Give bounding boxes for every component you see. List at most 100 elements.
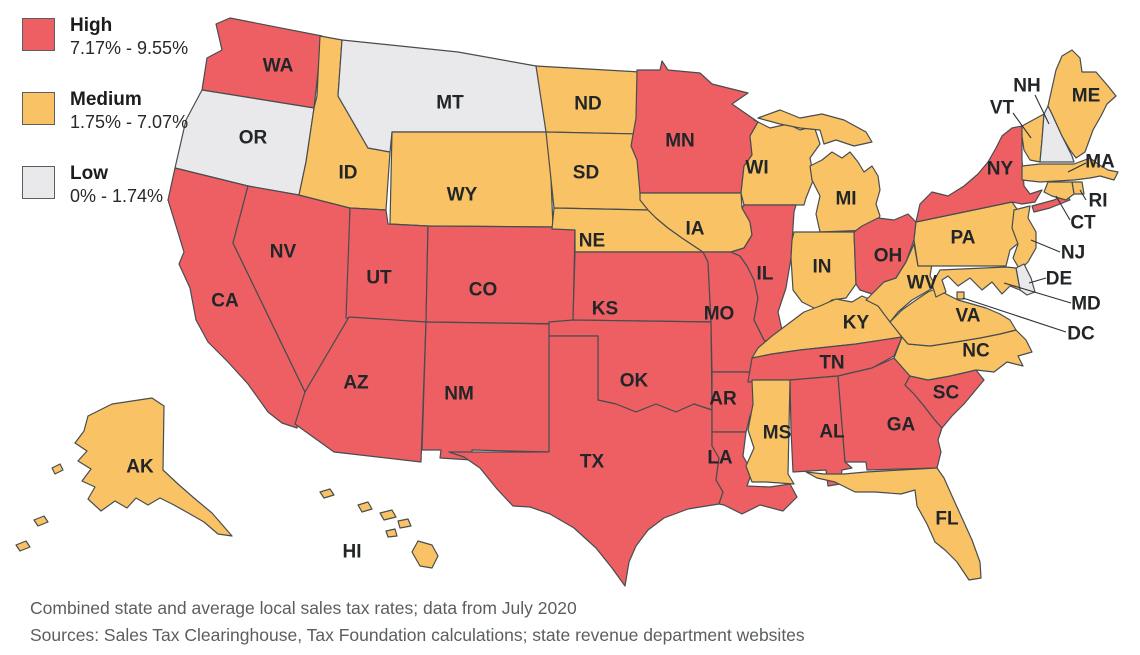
- state-shape-HI: [397, 518, 412, 529]
- state-label-MD: MD: [1071, 294, 1101, 315]
- leader-line-MA: [1067, 162, 1087, 173]
- state-shape-PA: [913, 201, 1023, 267]
- state-shape-WY: [389, 131, 554, 228]
- state-label-SD: SD: [573, 163, 599, 184]
- state-label-DC: DC: [1067, 324, 1095, 345]
- state-label-WI: WI: [745, 158, 768, 179]
- state-shape-NM: [421, 321, 553, 461]
- state-label-MS: MS: [763, 423, 792, 444]
- state-label-NV: NV: [270, 242, 297, 263]
- state-label-IA: IA: [686, 219, 705, 240]
- state-label-AR: AR: [709, 389, 737, 410]
- state-label-OR: OR: [239, 128, 268, 149]
- legend-range-medium: 1.75% - 7.07%: [70, 112, 189, 132]
- state-label-FL: FL: [935, 509, 959, 530]
- state-label-MA: MA: [1085, 152, 1115, 173]
- legend-item-medium: Medium 1.75% - 7.07%: [22, 88, 212, 134]
- state-label-MO: MO: [704, 304, 735, 325]
- state-shape-NY: [915, 125, 1043, 223]
- state-shape-MI: [757, 109, 873, 147]
- state-label-ID: ID: [339, 163, 358, 184]
- state-label-NY: NY: [987, 159, 1014, 180]
- state-label-NJ: NJ: [1061, 243, 1085, 264]
- state-shape-TX: [448, 335, 724, 587]
- state-label-KS: KS: [592, 299, 618, 320]
- state-label-NM: NM: [444, 384, 474, 405]
- state-label-PA: PA: [951, 228, 976, 249]
- caption-line-1: Combined state and average local sales t…: [30, 598, 577, 618]
- state-label-VA: VA: [956, 306, 981, 327]
- state-shape-IL: [730, 204, 797, 349]
- state-label-HI: HI: [343, 542, 362, 563]
- legend-range-low: 0% - 1.74%: [70, 186, 164, 206]
- legend-swatch-medium: [22, 92, 55, 125]
- state-label-CT: CT: [1070, 213, 1096, 234]
- states-layer: [15, 17, 1119, 587]
- state-labels-layer: WA OR CA NV ID MT WY UT CO AZ NM ND SD NE KS OK TX MN IA MO…: [126, 56, 1115, 563]
- legend-swatch-high: [22, 18, 55, 51]
- state-shape-NJ: [1011, 205, 1037, 271]
- state-label-NE: NE: [579, 231, 605, 252]
- state-shape-AK: [33, 515, 49, 527]
- state-shape-MA: [1021, 157, 1119, 183]
- state-label-CO: CO: [469, 280, 498, 301]
- state-shape-MD: [931, 266, 1021, 298]
- state-label-MT: MT: [436, 93, 464, 114]
- leader-line-MD: [1003, 282, 1072, 304]
- state-label-IN: IN: [813, 257, 832, 278]
- state-shape-AK: [74, 397, 233, 537]
- leader-line-NH: [1034, 94, 1050, 125]
- state-label-AZ: AZ: [343, 373, 369, 394]
- state-shape-WI: [740, 119, 821, 206]
- state-shape-UT: [345, 207, 429, 323]
- legend-label-high: High: [70, 15, 113, 36]
- legend: High 7.17% - 9.55% Medium 1.75% - 7.07% …: [22, 14, 212, 236]
- state-label-RI: RI: [1089, 191, 1108, 212]
- state-label-WA: WA: [263, 56, 294, 77]
- state-label-TN: TN: [819, 353, 844, 374]
- state-shape-AK: [15, 540, 31, 552]
- state-shape-DE: [1015, 263, 1036, 296]
- state-shape-HI: [411, 540, 439, 569]
- legend-label-low: Low: [70, 163, 108, 184]
- state-label-ND: ND: [574, 94, 601, 115]
- state-label-ME: ME: [1072, 86, 1101, 107]
- state-shape-CT: [1043, 181, 1075, 201]
- legend-item-low: Low 0% - 1.74%: [22, 162, 212, 208]
- leader-line-DE: [1028, 277, 1047, 284]
- state-label-WY: WY: [447, 185, 478, 206]
- state-shape-ME: [1047, 49, 1117, 159]
- state-shape-HI: [319, 488, 335, 499]
- state-label-WV: WV: [907, 273, 938, 294]
- leader-line-NJ: [1030, 239, 1061, 253]
- state-label-KY: KY: [843, 313, 870, 334]
- state-label-GA: GA: [887, 415, 916, 436]
- leader-lines-layer: [962, 94, 1087, 333]
- state-label-LA: LA: [707, 448, 733, 469]
- state-label-MI: MI: [835, 189, 856, 210]
- state-label-MN: MN: [665, 131, 695, 152]
- state-shape-MS: [745, 379, 795, 485]
- leader-line-RI: [1079, 189, 1087, 201]
- state-shape-HI: [385, 528, 398, 538]
- state-label-NH: NH: [1013, 76, 1040, 97]
- state-label-VT: VT: [990, 98, 1015, 119]
- legend-swatch-low: [22, 166, 55, 199]
- state-label-CA: CA: [211, 291, 239, 312]
- state-shape-OH: [853, 213, 917, 295]
- state-shape-HI: [379, 509, 397, 521]
- state-label-AK: AK: [126, 457, 154, 478]
- state-label-SC: SC: [933, 383, 960, 404]
- state-shape-HI: [357, 501, 373, 513]
- leader-line-DC: [962, 297, 1067, 333]
- caption: Combined state and average local sales t…: [30, 595, 805, 649]
- state-shape-DC: [956, 291, 965, 300]
- legend-range-high: 7.17% - 9.55%: [70, 38, 189, 58]
- state-label-OK: OK: [620, 371, 649, 392]
- state-shape-CO: [425, 225, 576, 325]
- state-shape-VA: [889, 287, 1017, 347]
- caption-line-2: Sources: Sales Tax Clearinghouse, Tax Fo…: [30, 625, 805, 645]
- state-label-IL: IL: [757, 264, 774, 285]
